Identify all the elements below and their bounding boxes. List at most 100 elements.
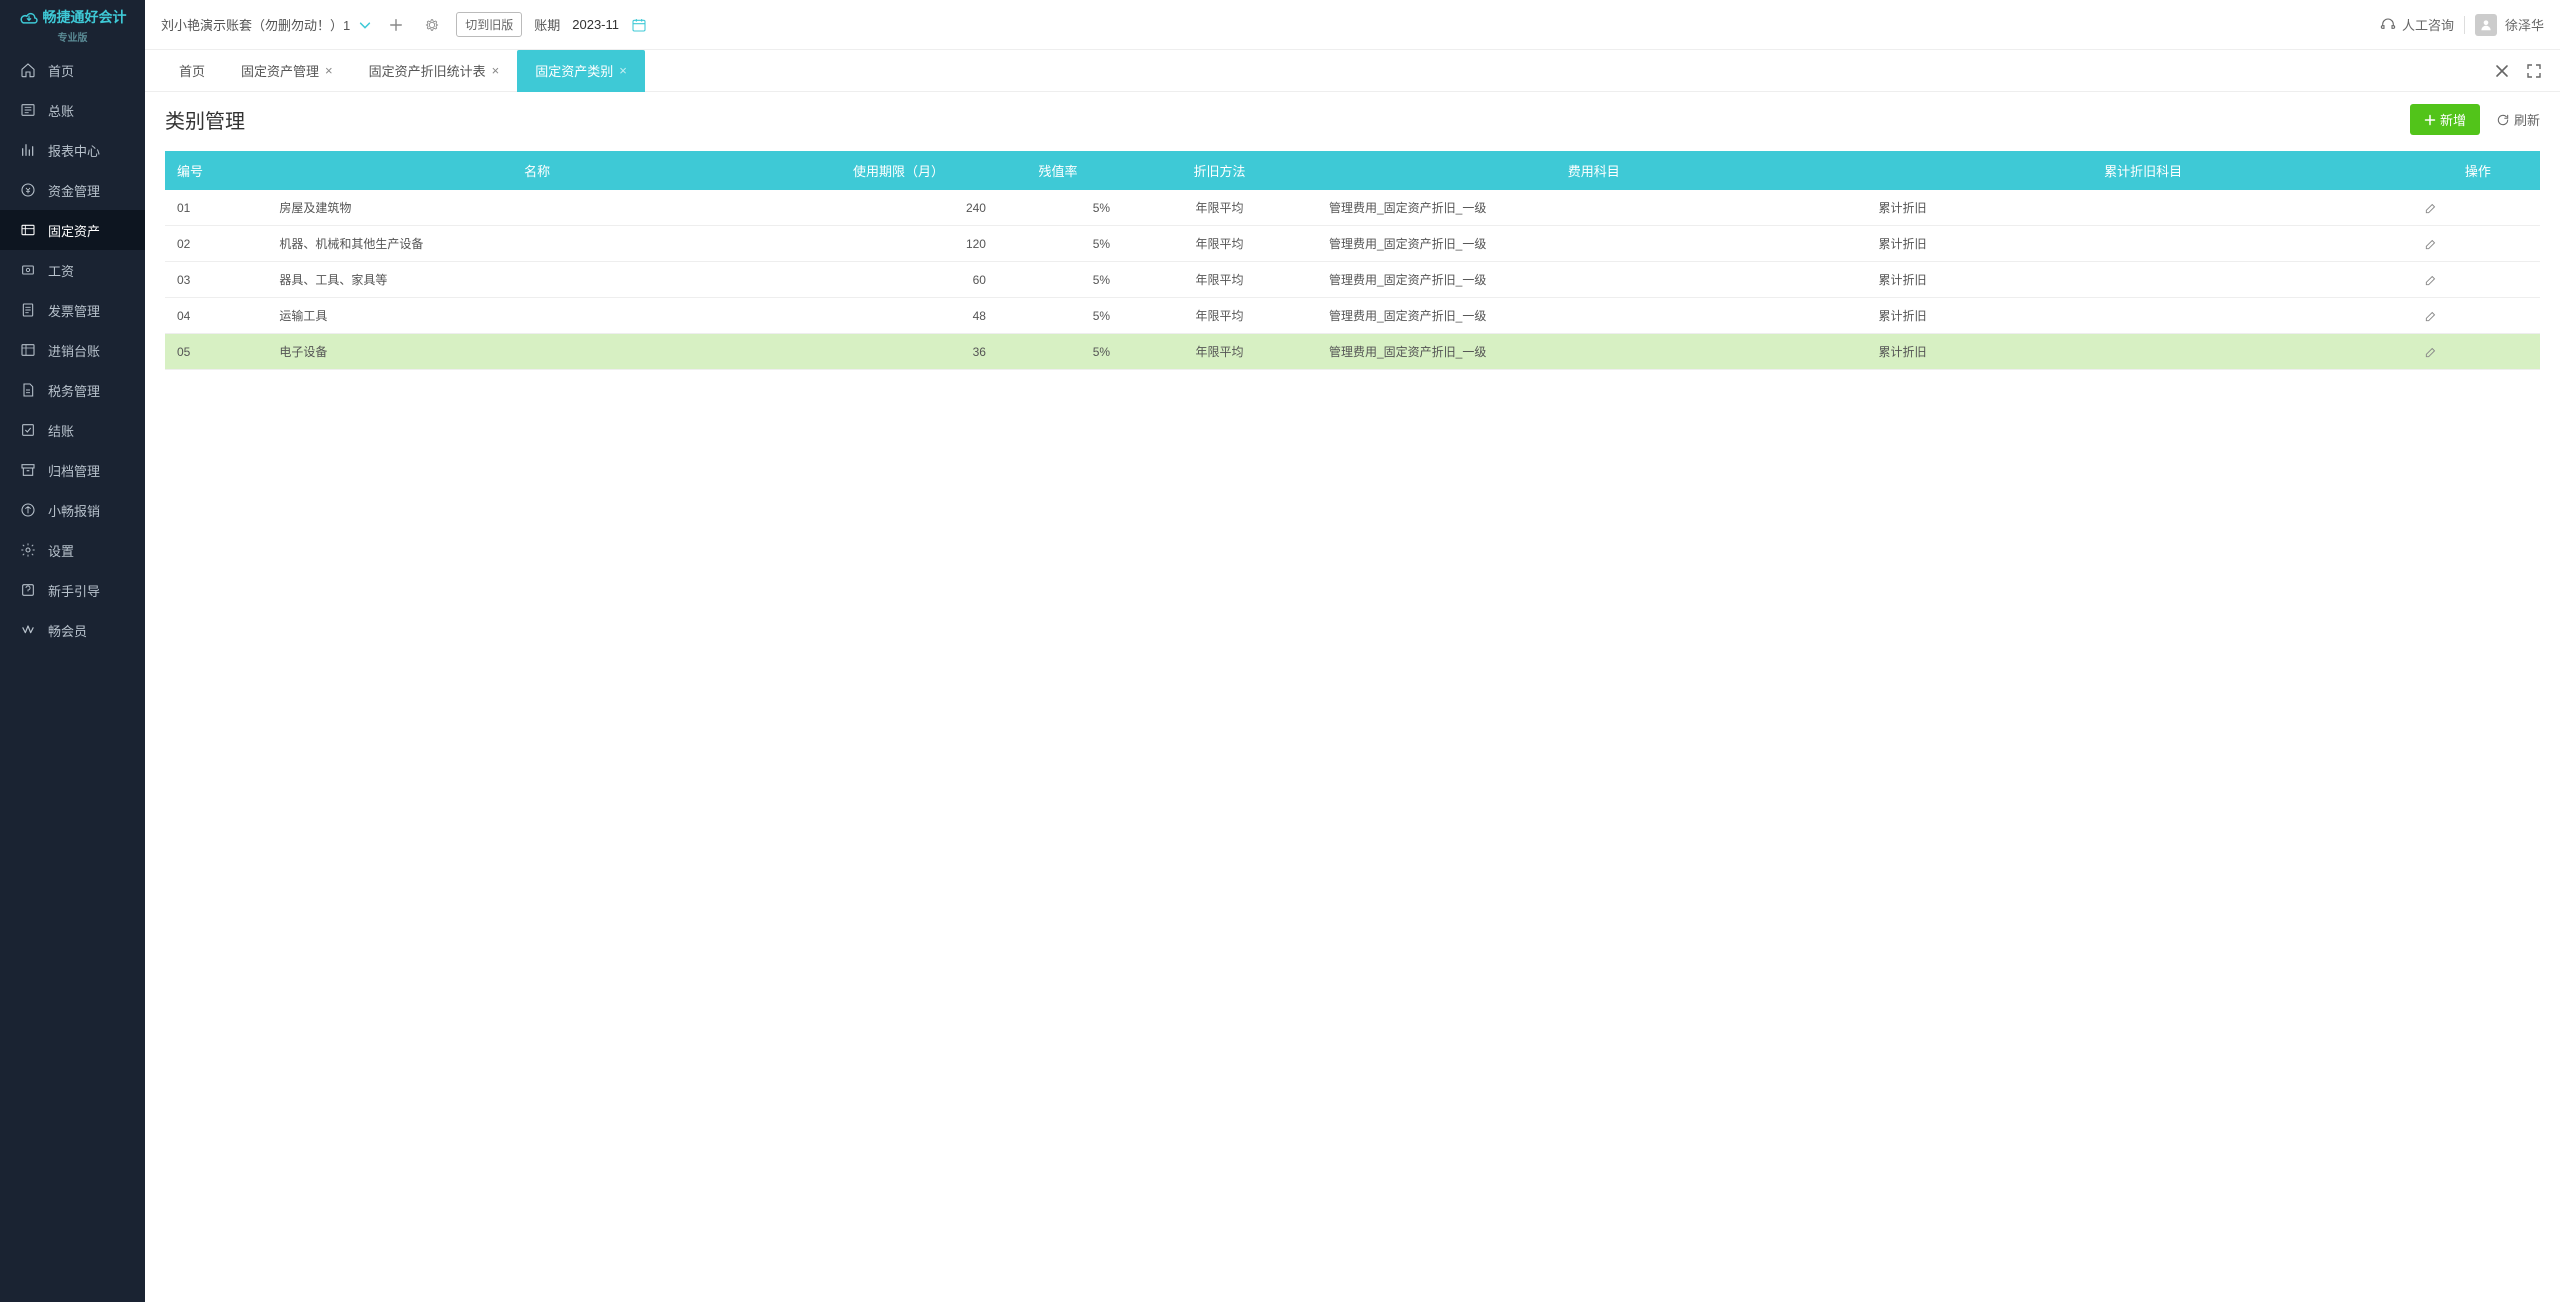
cell-op [2416, 334, 2540, 370]
sidebar-item-xc[interactable]: 小畅报销 [0, 490, 145, 530]
sidebar: 畅捷通好会计 专业版 首页总账报表中心资金管理固定资产工资发票管理进销台账税务管… [0, 0, 145, 1302]
category-table: 编号名称使用期限（月）残值率折旧方法费用科目累计折旧科目操作 01房屋及建筑物2… [165, 151, 2540, 370]
table-row[interactable]: 01房屋及建筑物2405%年限平均管理费用_固定资产折旧_一级累计折旧 [165, 190, 2540, 226]
chevron-down-icon[interactable] [358, 18, 372, 32]
sidebar-item-label: 设置 [48, 541, 74, 560]
sidebar-item-fund[interactable]: 资金管理 [0, 170, 145, 210]
purchase-icon [20, 342, 36, 358]
old-version-button[interactable]: 切到旧版 [456, 12, 522, 37]
add-account-button[interactable] [384, 13, 408, 37]
sidebar-item-label: 结账 [48, 421, 74, 440]
cell-method: 年限平均 [1122, 298, 1317, 334]
home-icon [20, 62, 36, 78]
cell-depacc: 累计折旧 [1866, 190, 2415, 226]
table-row[interactable]: 02机器、机械和其他生产设备1205%年限平均管理费用_固定资产折旧_一级累计折… [165, 226, 2540, 262]
tab-close-icon[interactable]: × [619, 63, 627, 78]
invoice-icon [20, 302, 36, 318]
tab-label: 首页 [179, 61, 205, 80]
edit-icon[interactable] [2424, 273, 2532, 287]
sidebar-item-settings[interactable]: 设置 [0, 530, 145, 570]
add-button[interactable]: 新增 [2410, 104, 2480, 135]
cell-code: 03 [165, 262, 271, 298]
sidebar-item-tax[interactable]: 税务管理 [0, 370, 145, 410]
sidebar-item-purchase[interactable]: 进销台账 [0, 330, 145, 370]
tab-dep_report[interactable]: 固定资产折旧统计表× [351, 50, 518, 92]
sidebar-item-gl[interactable]: 总账 [0, 90, 145, 130]
tab-asset_mgmt[interactable]: 固定资产管理 × [223, 50, 351, 92]
edit-icon[interactable] [2424, 309, 2532, 323]
sidebar-item-guide[interactable]: 新手引导 [0, 570, 145, 610]
add-button-label: 新增 [2440, 110, 2466, 129]
edit-icon[interactable] [2424, 237, 2532, 251]
th-name: 名称 [271, 151, 803, 190]
headset-icon [2380, 17, 2396, 33]
cell-method: 年限平均 [1122, 262, 1317, 298]
avatar [2475, 14, 2497, 36]
table-row[interactable]: 03器具、工具、家具等605%年限平均管理费用_固定资产折旧_一级累计折旧 [165, 262, 2540, 298]
cell-rate: 5% [998, 190, 1122, 226]
cell-expense: 管理费用_固定资产折旧_一级 [1317, 262, 1866, 298]
xc-icon [20, 502, 36, 518]
consult-link[interactable]: 人工咨询 [2380, 15, 2454, 34]
sidebar-item-asset[interactable]: 固定资产 [0, 210, 145, 250]
calendar-icon[interactable] [631, 17, 647, 33]
cell-code: 04 [165, 298, 271, 334]
close-icon [20, 422, 36, 438]
plus-icon [2424, 114, 2436, 126]
period-value: 2023-11 [572, 17, 619, 32]
sidebar-item-label: 畅会员 [48, 621, 87, 640]
sidebar-item-report[interactable]: 报表中心 [0, 130, 145, 170]
sidebar-item-vip[interactable]: 畅会员 [0, 610, 145, 650]
edit-icon[interactable] [2424, 345, 2532, 359]
refresh-label: 刷新 [2514, 110, 2540, 129]
user-menu[interactable]: 徐泽华 [2475, 14, 2544, 36]
cell-name: 运输工具 [271, 298, 803, 334]
vip-icon [20, 622, 36, 638]
refresh-button[interactable]: 刷新 [2496, 110, 2540, 129]
sidebar-item-home[interactable]: 首页 [0, 50, 145, 90]
cell-depacc: 累计折旧 [1866, 298, 2415, 334]
edit-icon[interactable] [2424, 201, 2532, 215]
cell-method: 年限平均 [1122, 190, 1317, 226]
th-months: 使用期限（月） [803, 151, 998, 190]
sidebar-item-label: 小畅报销 [48, 501, 100, 520]
refresh-icon [2496, 113, 2510, 127]
tab-label: 固定资产类别 [535, 61, 613, 80]
cell-method: 年限平均 [1122, 226, 1317, 262]
close-all-tabs-button[interactable] [2492, 61, 2512, 81]
tab-close-icon[interactable]: × [492, 63, 500, 78]
fullscreen-button[interactable] [2524, 61, 2544, 81]
cell-months: 240 [803, 190, 998, 226]
cell-method: 年限平均 [1122, 334, 1317, 370]
sidebar-item-invoice[interactable]: 发票管理 [0, 290, 145, 330]
sidebar-item-close[interactable]: 结账 [0, 410, 145, 450]
cell-name: 电子设备 [271, 334, 803, 370]
brand-logo: 畅捷通好会计 专业版 [0, 0, 145, 50]
cell-rate: 5% [998, 334, 1122, 370]
cloud-icon [19, 9, 39, 25]
cell-months: 120 [803, 226, 998, 262]
sidebar-item-label: 资金管理 [48, 181, 100, 200]
fund-icon [20, 182, 36, 198]
gear-icon[interactable] [420, 13, 444, 37]
sidebar-item-archive[interactable]: 归档管理 [0, 450, 145, 490]
tab-label: 固定资产管理 [241, 61, 319, 80]
sidebar-item-label: 税务管理 [48, 381, 100, 400]
cell-depacc: 累计折旧 [1866, 262, 2415, 298]
sidebar-item-salary[interactable]: 工资 [0, 250, 145, 290]
tab-asset_type[interactable]: 固定资产类别 × [517, 50, 645, 92]
tab-home[interactable]: 首页 [161, 50, 223, 92]
th-op: 操作 [2416, 151, 2540, 190]
cell-op [2416, 226, 2540, 262]
table-row[interactable]: 04运输工具485%年限平均管理费用_固定资产折旧_一级累计折旧 [165, 298, 2540, 334]
sidebar-item-label: 首页 [48, 61, 74, 80]
tab-close-icon[interactable]: × [325, 63, 333, 78]
table-row[interactable]: 05电子设备365%年限平均管理费用_固定资产折旧_一级累计折旧 [165, 334, 2540, 370]
report-icon [20, 142, 36, 158]
account-selector[interactable]: 刘小艳演示账套（勿删勿动！）1 [161, 15, 372, 34]
sidebar-item-label: 工资 [48, 261, 74, 280]
cell-expense: 管理费用_固定资产折旧_一级 [1317, 334, 1866, 370]
cell-months: 48 [803, 298, 998, 334]
topbar: 刘小艳演示账套（勿删勿动！）1 切到旧版 账期 2023-11 人 [145, 0, 2560, 50]
cell-code: 02 [165, 226, 271, 262]
